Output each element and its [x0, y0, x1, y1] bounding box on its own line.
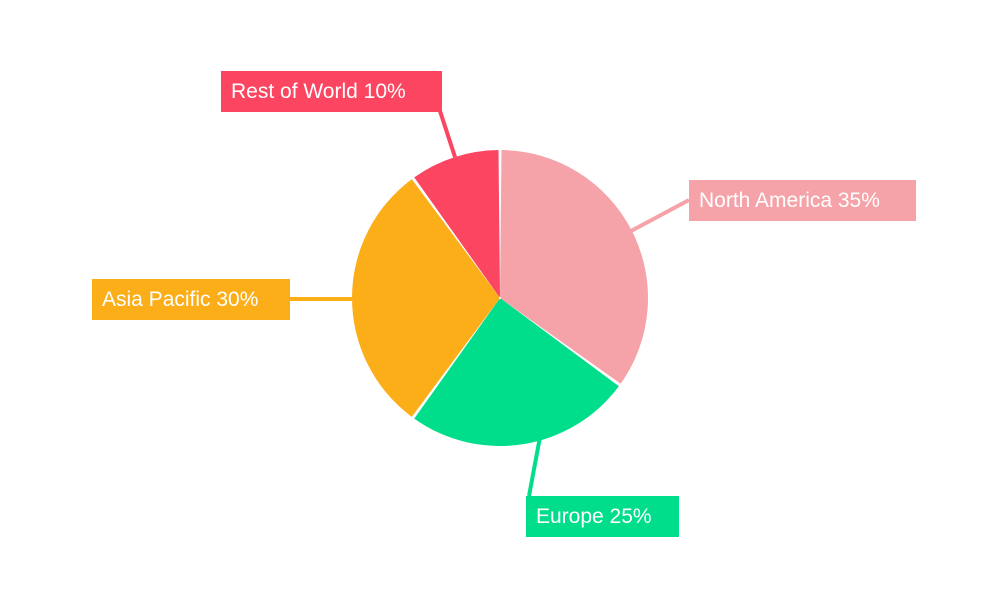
pie-slice-asia-pacific[interactable] [351, 179, 500, 417]
pie-slice-europe[interactable] [414, 298, 619, 446]
leader-lines-group [289, 110, 690, 497]
label-box-north-america[interactable] [689, 180, 916, 221]
leader-line-europe [527, 436, 542, 497]
leader-line-rest-of-world [438, 110, 457, 158]
label-box-asia-pacific[interactable] [92, 279, 290, 320]
label-text-europe: Europe 25% [536, 505, 652, 528]
pie-slices-group [351, 150, 648, 446]
slice-label-rest-of-world[interactable]: Rest of World 10% [221, 71, 442, 112]
label-box-europe[interactable] [526, 496, 679, 537]
slice-label-europe[interactable]: Europe 25% [526, 496, 679, 537]
label-text-asia-pacific: Asia Pacific 30% [102, 288, 258, 311]
leader-line-north-america [630, 198, 690, 233]
label-text-rest-of-world: Rest of World 10% [231, 80, 406, 103]
label-text-north-america: North America 35% [699, 189, 880, 212]
pie-slice-north-america[interactable] [500, 150, 648, 384]
slice-label-north-america[interactable]: North America 35% [689, 180, 916, 221]
slice-label-asia-pacific[interactable]: Asia Pacific 30% [92, 279, 290, 320]
pie-slice-rest-of-world[interactable] [414, 150, 500, 297]
label-box-rest-of-world[interactable] [221, 71, 442, 112]
